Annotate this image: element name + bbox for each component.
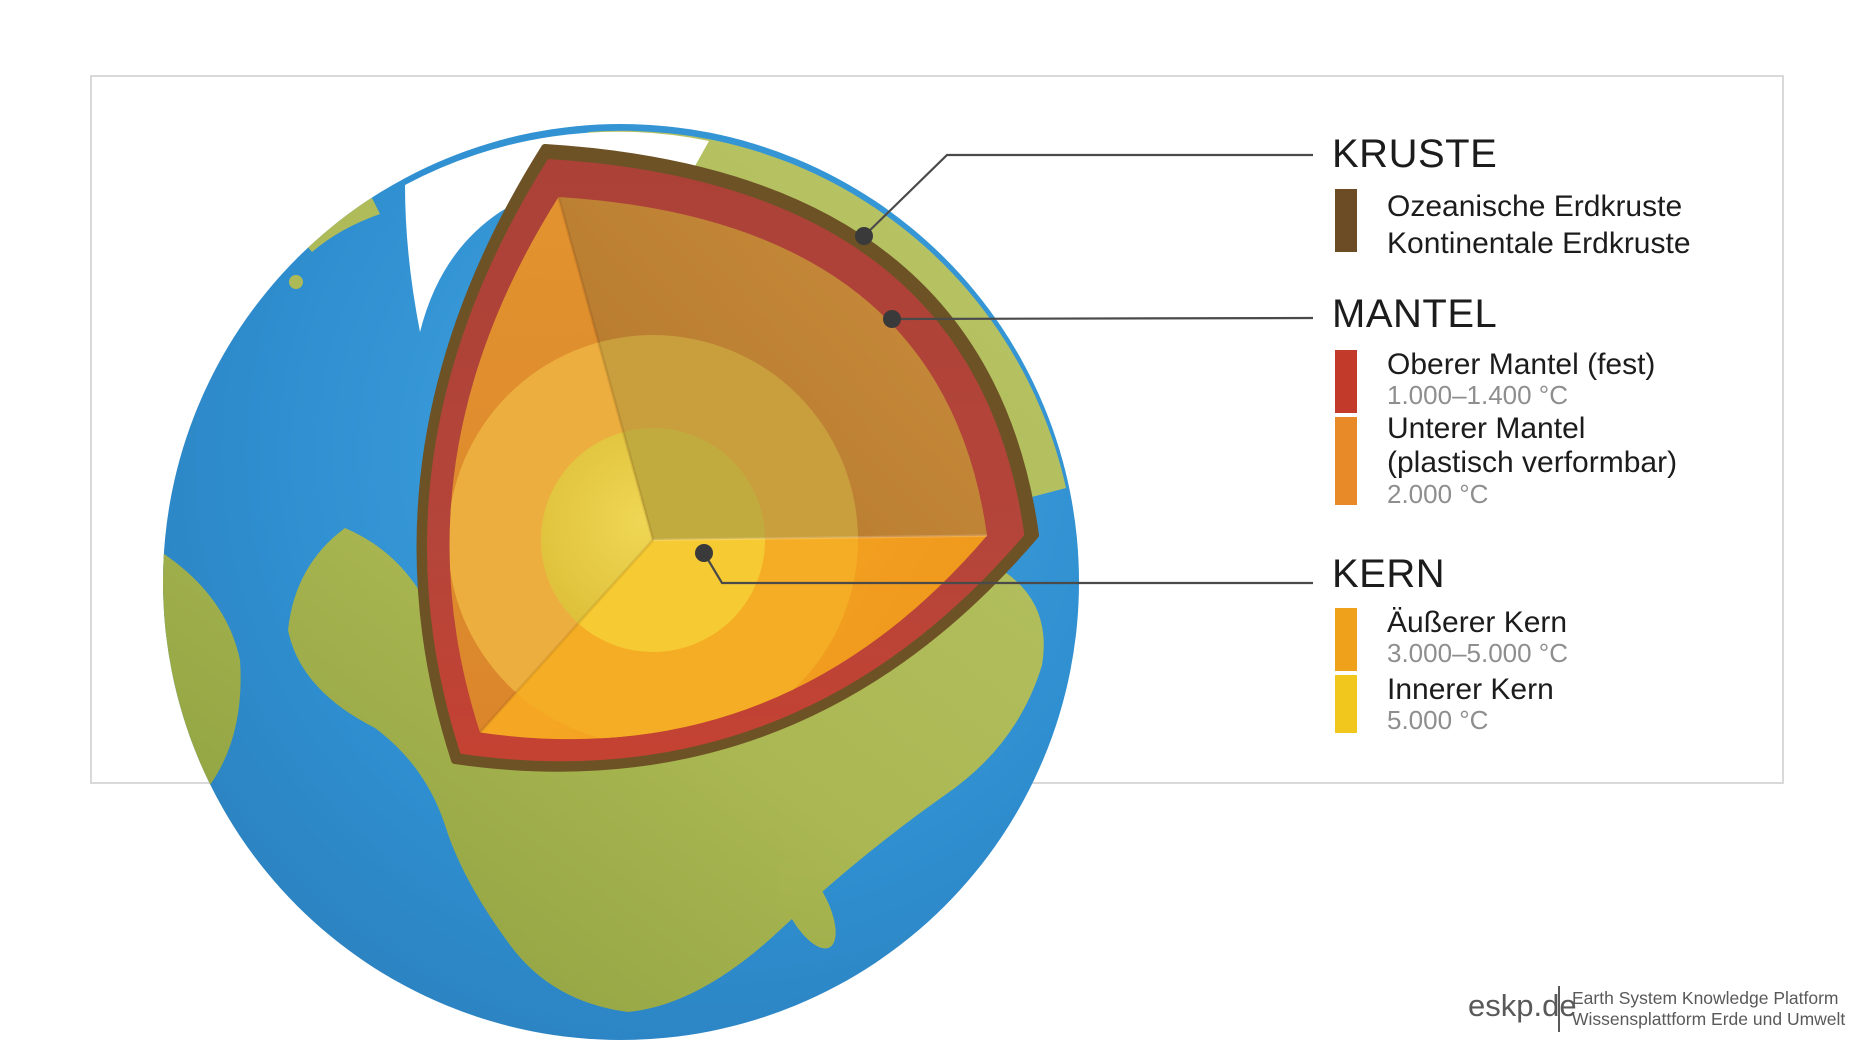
callout-dot-kruste	[855, 227, 873, 245]
kruste-label-ozeanisch: Ozeanische Erdkruste	[1387, 190, 1683, 223]
callout-line-kruste	[863, 153, 1313, 237]
cutaway-wedge	[416, 144, 1039, 772]
innerer-kern-label: Innerer Kern	[1387, 673, 1554, 706]
aeusserer-kern-label: Äußerer Kern	[1387, 606, 1568, 639]
kruste-label-kontinental: Kontinentale Erdkruste	[1387, 227, 1691, 260]
kruste-swatch	[1335, 189, 1357, 252]
callout-line-kern	[703, 552, 1313, 585]
unterer-mantel-label-line1: Unterer Mantel	[1387, 412, 1586, 445]
unterer-mantel-labels: Unterer Mantel (plastisch verformbar)	[1387, 412, 1677, 480]
callout-line-mantel	[891, 316, 1314, 321]
footer-line1: Earth System Knowledge Platform	[1572, 988, 1839, 1008]
cut-face-left-cores	[449, 335, 653, 733]
legend-heading-kern: KERN	[1332, 552, 1446, 596]
aeusserer-kern-swatch	[1335, 608, 1357, 671]
footer-line2: Wissensplattform Erde und Umwelt	[1572, 1009, 1846, 1029]
seam-right-bottom	[652, 534, 988, 542]
unterer-mantel-swatch	[1335, 417, 1357, 505]
oberer-mantel-label: Oberer Mantel (fest)	[1387, 348, 1656, 381]
callout-dot-kern	[695, 544, 713, 562]
oberer-mantel-temp: 1.000–1.400 °C	[1387, 380, 1568, 410]
aeusserer-kern-temp: 3.000–5.000 °C	[1387, 638, 1568, 668]
legend-heading-kruste: KRUSTE	[1332, 132, 1498, 176]
footer-brand: eskp.de	[1468, 988, 1577, 1023]
callout-dots	[695, 227, 901, 562]
seam-left-right	[557, 196, 655, 541]
footer-divider	[1558, 986, 1560, 1032]
unterer-mantel-temp: 2.000 °C	[1387, 479, 1489, 509]
oberer-mantel-swatch	[1335, 350, 1357, 413]
innerer-kern-swatch	[1335, 675, 1357, 733]
callout-dot-mantel	[883, 310, 901, 328]
footer-text: Earth System Knowledge Platform Wissensp…	[1572, 988, 1845, 1030]
innerer-kern-temp: 5.000 °C	[1387, 705, 1489, 735]
unterer-mantel-label-line2: (plastisch verformbar)	[1387, 446, 1678, 479]
legend-heading-mantel: MANTEL	[1332, 292, 1498, 336]
kruste-labels: Ozeanische Erdkruste Kontinentale Erdkru…	[1387, 188, 1691, 262]
callout-lines	[703, 153, 1314, 585]
seam-left-bottom	[478, 538, 655, 734]
